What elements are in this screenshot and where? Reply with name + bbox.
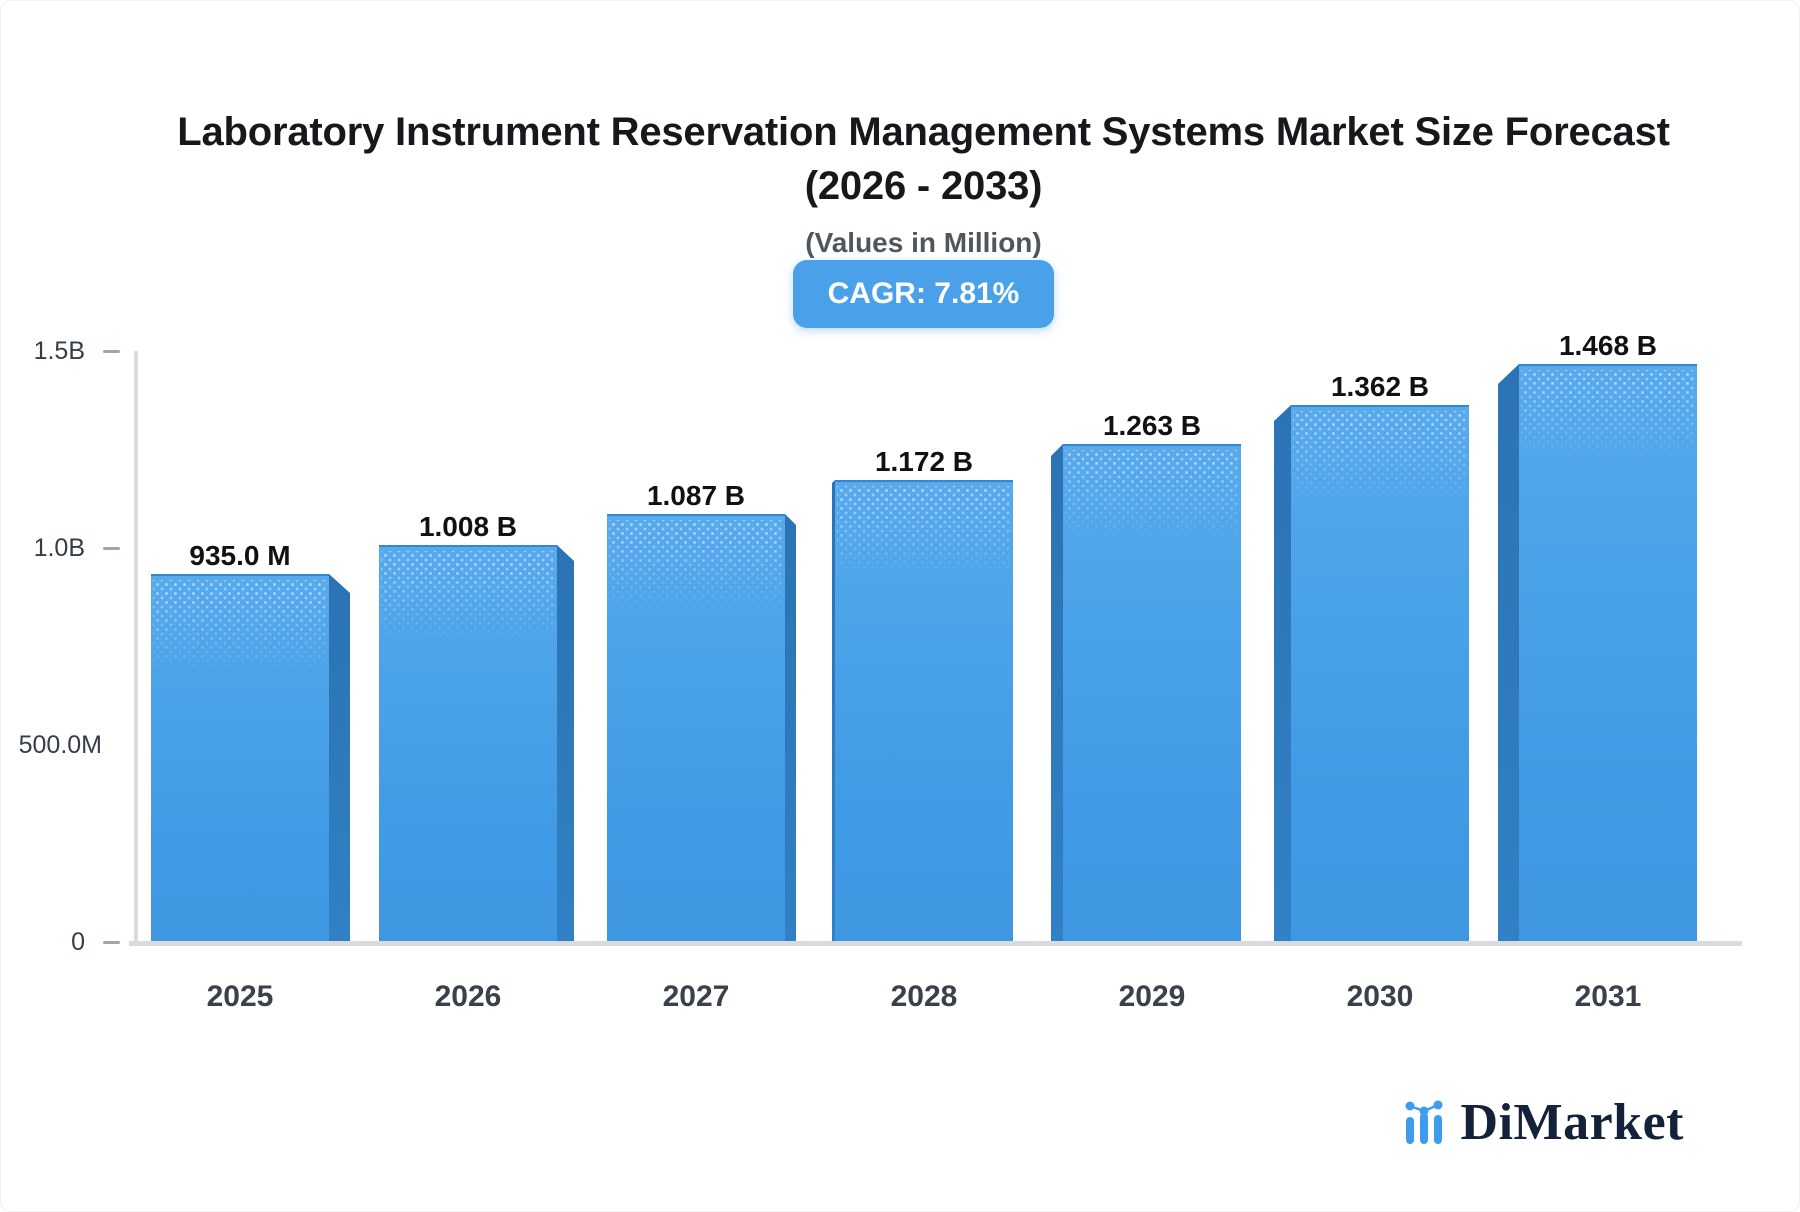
bar-side-face-2030	[1274, 405, 1291, 946]
bar-side-face-2029	[1051, 444, 1063, 946]
bar-side-face-2026	[557, 545, 574, 946]
bar-value-label-2031: 1.468 B	[1558, 330, 1658, 361]
bar-value-label-2030: 1.362 B	[1330, 371, 1430, 402]
bar-2026	[379, 545, 557, 946]
bar-side-face-2025	[329, 574, 350, 946]
bar-value-label-2029: 1.263 B	[1102, 410, 1202, 441]
bar-value-label-2026: 1.008 B	[418, 511, 518, 542]
x-axis-label-2029: 2029	[1118, 980, 1186, 1013]
y-axis-tick-dash	[103, 349, 120, 353]
page-title-line1: Laboratory Instrument Reservation Manage…	[177, 110, 1670, 154]
x-axis-label-2027: 2027	[662, 980, 730, 1013]
bar-2031	[1519, 364, 1697, 946]
chart-subtitle: (Values in Million)	[805, 227, 1042, 258]
y-axis-tick-row: 500.0M	[1, 729, 120, 761]
y-axis-tick-row: 1.0B	[1, 532, 120, 564]
page-title-line2: (2026 - 2033)	[804, 164, 1043, 208]
cagr-badge: CAGR: 7.81%	[792, 260, 1055, 328]
x-axis-label-2031: 2031	[1574, 980, 1642, 1013]
y-axis-label: 0	[71, 927, 85, 956]
bar-value-label-2027: 1.087 B	[646, 480, 746, 511]
bar-side-face-2031	[1498, 364, 1519, 946]
bar-side-face-2028	[832, 480, 835, 946]
logo-text: DiMarket	[1460, 1094, 1684, 1151]
y-axis-label: 1.5B	[33, 336, 85, 365]
y-axis-line	[134, 351, 138, 944]
x-axis-baseline	[129, 941, 1742, 946]
bar-chart-logo-icon	[1405, 1100, 1443, 1144]
y-axis-tick-row: 0	[1, 926, 120, 958]
y-axis-label: 1.0B	[33, 533, 85, 562]
bar-2025	[151, 574, 329, 946]
x-axis-label-2030: 2030	[1346, 980, 1414, 1013]
bar-2029	[1063, 444, 1241, 946]
bar-value-label-2028: 1.172 B	[874, 446, 974, 477]
bar-side-face-2027	[785, 514, 796, 946]
bar-2030	[1291, 405, 1469, 946]
x-axis-label-2026: 2026	[434, 980, 502, 1013]
dimarket-logo: DiMarket	[1405, 1094, 1684, 1151]
x-axis-label-2028: 2028	[890, 980, 958, 1013]
x-axis-label-2025: 2025	[206, 980, 274, 1013]
y-axis-tick-row: 1.5B	[1, 335, 120, 367]
bar-2028	[835, 480, 1013, 946]
y-axis-tick-dash	[103, 940, 120, 944]
y-axis-tick-dash	[103, 546, 120, 550]
bar-value-label-2025: 935.0 M	[189, 540, 291, 571]
bar-2027	[607, 514, 785, 946]
chart-header: Laboratory Instrument Reservation Manage…	[46, 105, 1799, 328]
y-axis-label: 500.0M	[18, 730, 102, 759]
